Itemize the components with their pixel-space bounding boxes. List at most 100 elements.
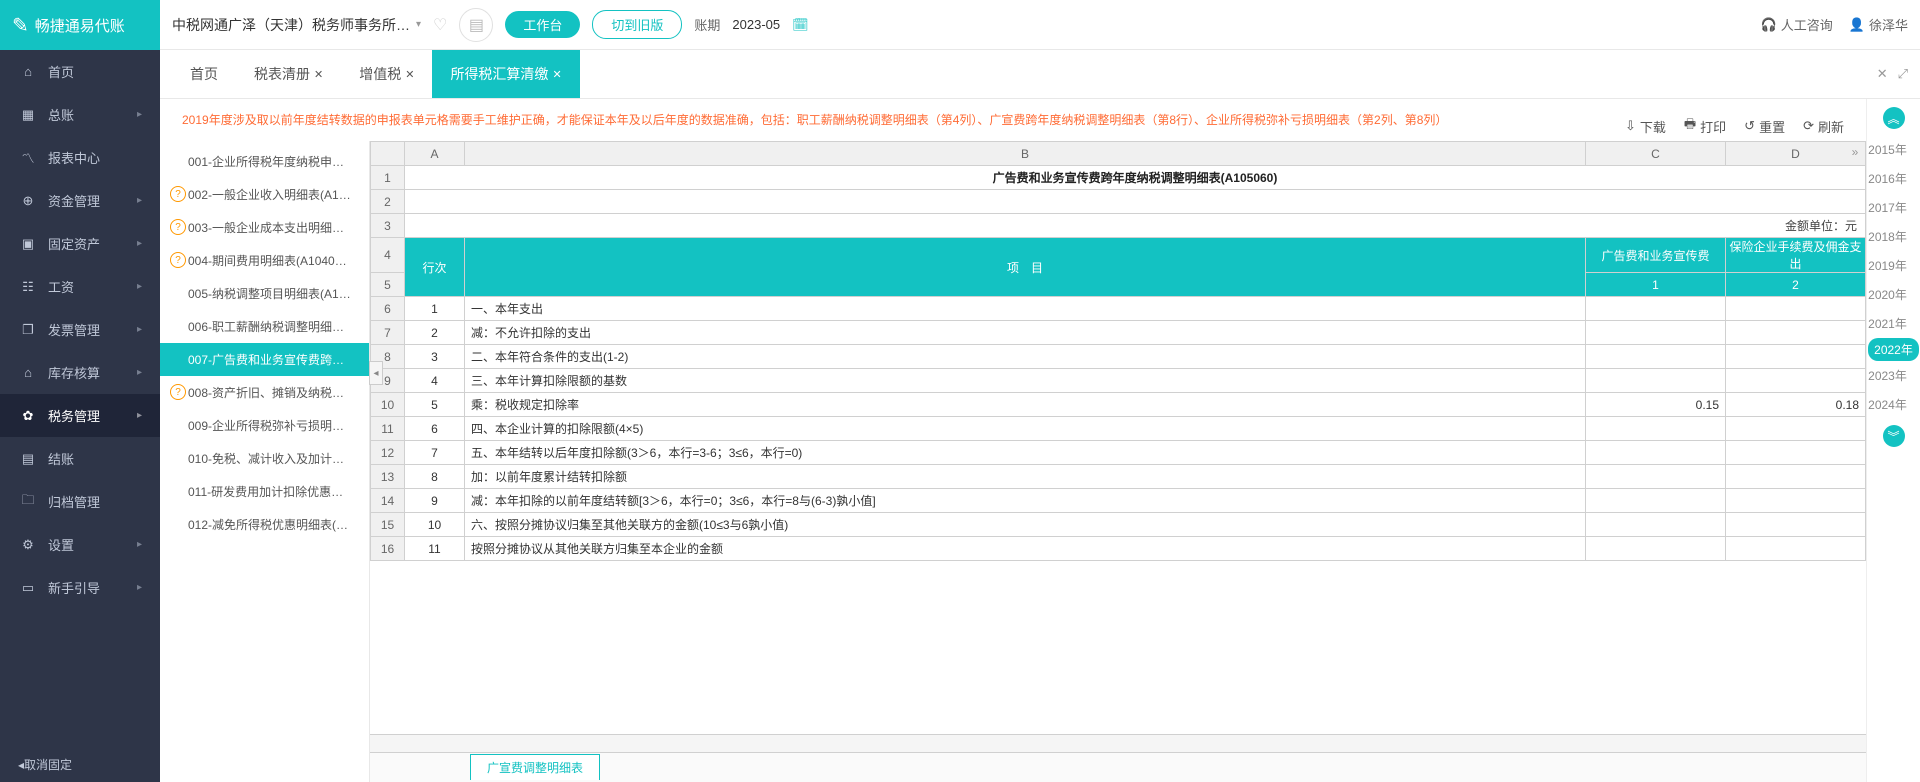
column-header[interactable]: C: [1586, 142, 1726, 166]
cell[interactable]: [1586, 417, 1726, 441]
chevron-right-icon: ▸: [137, 324, 142, 335]
reset-button[interactable]: ↺ 重置: [1744, 115, 1785, 137]
form-list-item[interactable]: 002-一般企业收入明细表(A1…: [160, 178, 369, 211]
form-list-item[interactable]: 012-减免所得税优惠明细表(…: [160, 508, 369, 541]
form-list-item[interactable]: 003-一般企业成本支出明细…: [160, 211, 369, 244]
row-seq: 9: [405, 489, 465, 513]
cell[interactable]: 0.18: [1726, 393, 1866, 417]
cell[interactable]: [1726, 537, 1866, 561]
tab-增值税[interactable]: 增值税 ✕: [341, 50, 432, 98]
support-link[interactable]: 🎧人工咨询: [1761, 15, 1833, 34]
workspace-button[interactable]: 工作台: [505, 11, 580, 38]
close-icon[interactable]: ✕: [314, 68, 323, 81]
year-2020年[interactable]: 2020年: [1868, 280, 1919, 309]
expand-sheet-icon[interactable]: »: [1846, 143, 1864, 161]
year-2015年[interactable]: 2015年: [1868, 135, 1919, 164]
company-selector[interactable]: 中税网通广泽（天津）税务师事务所… ▾: [172, 15, 421, 35]
form-list-item[interactable]: 004-期间费用明细表(A1040…: [160, 244, 369, 277]
chevron-right-icon: ▸: [137, 410, 142, 421]
nav-item-归档管理[interactable]: 🗀归档管理: [0, 480, 160, 523]
cell[interactable]: [1726, 369, 1866, 393]
horizontal-scrollbar[interactable]: [370, 734, 1866, 752]
cell[interactable]: [1726, 489, 1866, 513]
tab-首页[interactable]: 首页: [172, 50, 236, 98]
print-button[interactable]: 🖶 打印: [1684, 115, 1726, 137]
tab-所得税汇算清缴[interactable]: 所得税汇算清缴 ✕: [432, 50, 579, 98]
nav-item-库存核算[interactable]: ⌂库存核算▸: [0, 351, 160, 394]
close-tab-icon[interactable]: ✕: [1877, 66, 1888, 82]
year-2019年[interactable]: 2019年: [1868, 251, 1919, 280]
close-icon[interactable]: ✕: [405, 68, 414, 81]
year-down-icon[interactable]: ︾: [1883, 425, 1905, 447]
refresh-button[interactable]: ⟳ 刷新: [1803, 115, 1844, 137]
form-list-item[interactable]: 001-企业所得税年度纳税申…: [160, 145, 369, 178]
year-2022年[interactable]: 2022年: [1868, 338, 1919, 361]
nav-item-报表中心[interactable]: 〽报表中心: [0, 136, 160, 179]
year-2018年[interactable]: 2018年: [1868, 222, 1919, 251]
cell[interactable]: [1586, 441, 1726, 465]
spreadsheet[interactable]: ABCD1广告费和业务宣传费跨年度纳税调整明细表(A105060)23金额单位：…: [370, 141, 1866, 561]
cell[interactable]: [1726, 513, 1866, 537]
nav-item-首页[interactable]: ⌂首页: [0, 50, 160, 93]
nav-item-固定资产[interactable]: ▣固定资产▸: [0, 222, 160, 265]
cell[interactable]: [1586, 345, 1726, 369]
fullscreen-icon[interactable]: ⤢: [1898, 66, 1908, 82]
cell[interactable]: [1586, 537, 1726, 561]
nav-item-工资[interactable]: ☷工资▸: [0, 265, 160, 308]
cell[interactable]: [1586, 489, 1726, 513]
year-2023年[interactable]: 2023年: [1868, 361, 1919, 390]
switch-old-button[interactable]: 切到旧版: [592, 10, 682, 39]
cell[interactable]: [1726, 465, 1866, 489]
nav-item-税务管理[interactable]: ✿税务管理▸: [0, 394, 160, 437]
column-header[interactable]: B: [465, 142, 1586, 166]
chevron-right-icon: ▸: [137, 582, 142, 593]
chevron-right-icon: ▸: [137, 109, 142, 120]
nav-item-设置[interactable]: ⚙设置▸: [0, 523, 160, 566]
cell[interactable]: [1586, 297, 1726, 321]
nav-item-总账[interactable]: ▦总账▸: [0, 93, 160, 136]
note-icon-button[interactable]: ▤: [459, 8, 493, 42]
nav-item-资金管理[interactable]: ⊕资金管理▸: [0, 179, 160, 222]
form-list-item[interactable]: 011-研发费用加计扣除优惠…: [160, 475, 369, 508]
cell[interactable]: [1586, 465, 1726, 489]
sheet-tab[interactable]: 广宣费调整明细表: [470, 754, 600, 780]
collapse-list-icon[interactable]: ◂: [369, 361, 383, 385]
cell[interactable]: [1726, 297, 1866, 321]
year-2017年[interactable]: 2017年: [1868, 193, 1919, 222]
year-2024年[interactable]: 2024年: [1868, 390, 1919, 419]
cell[interactable]: [1586, 369, 1726, 393]
year-2021年[interactable]: 2021年: [1868, 309, 1919, 338]
form-list-item[interactable]: 009-企业所得税弥补亏损明…: [160, 409, 369, 442]
nav-item-结账[interactable]: ▤结账: [0, 437, 160, 480]
cell[interactable]: [1726, 441, 1866, 465]
year-2016年[interactable]: 2016年: [1868, 164, 1919, 193]
cell[interactable]: [1586, 321, 1726, 345]
unit-label: 金额单位：元: [405, 214, 1866, 238]
nav-icon: ▤: [18, 451, 38, 467]
year-up-icon[interactable]: ︽: [1883, 107, 1905, 129]
cell[interactable]: [1586, 513, 1726, 537]
cell[interactable]: [1726, 345, 1866, 369]
cell[interactable]: [1726, 417, 1866, 441]
nav-item-新手引导[interactable]: ▭新手引导▸: [0, 566, 160, 609]
form-list-item[interactable]: 006-职工薪酬纳税调整明细…: [160, 310, 369, 343]
row-item: 二、本年符合条件的支出(1-2): [465, 345, 1586, 369]
period-value[interactable]: 2023-05: [732, 17, 780, 32]
column-header[interactable]: D: [1726, 142, 1866, 166]
unpin-sidebar[interactable]: ◂取消固定: [0, 746, 160, 782]
download-button[interactable]: ⇩ 下载: [1625, 115, 1666, 137]
calendar-icon[interactable]: 🗓: [792, 17, 809, 33]
nav-item-发票管理[interactable]: ❐发票管理▸: [0, 308, 160, 351]
form-list-item[interactable]: 007-广告费和业务宣传费跨…: [160, 343, 369, 376]
close-icon[interactable]: ✕: [552, 68, 561, 81]
form-list-item[interactable]: 008-资产折旧、摊销及纳税…: [160, 376, 369, 409]
chevron-right-icon: ▸: [137, 238, 142, 249]
form-list-item[interactable]: 005-纳税调整项目明细表(A1…: [160, 277, 369, 310]
cell[interactable]: 0.15: [1586, 393, 1726, 417]
cell[interactable]: [1726, 321, 1866, 345]
column-header[interactable]: A: [405, 142, 465, 166]
form-list-item[interactable]: 010-免税、减计收入及加计…: [160, 442, 369, 475]
favorite-icon[interactable]: ♡: [433, 15, 447, 35]
tab-税表清册[interactable]: 税表清册 ✕: [236, 50, 341, 98]
user-menu[interactable]: 👤徐泽华: [1849, 15, 1908, 34]
